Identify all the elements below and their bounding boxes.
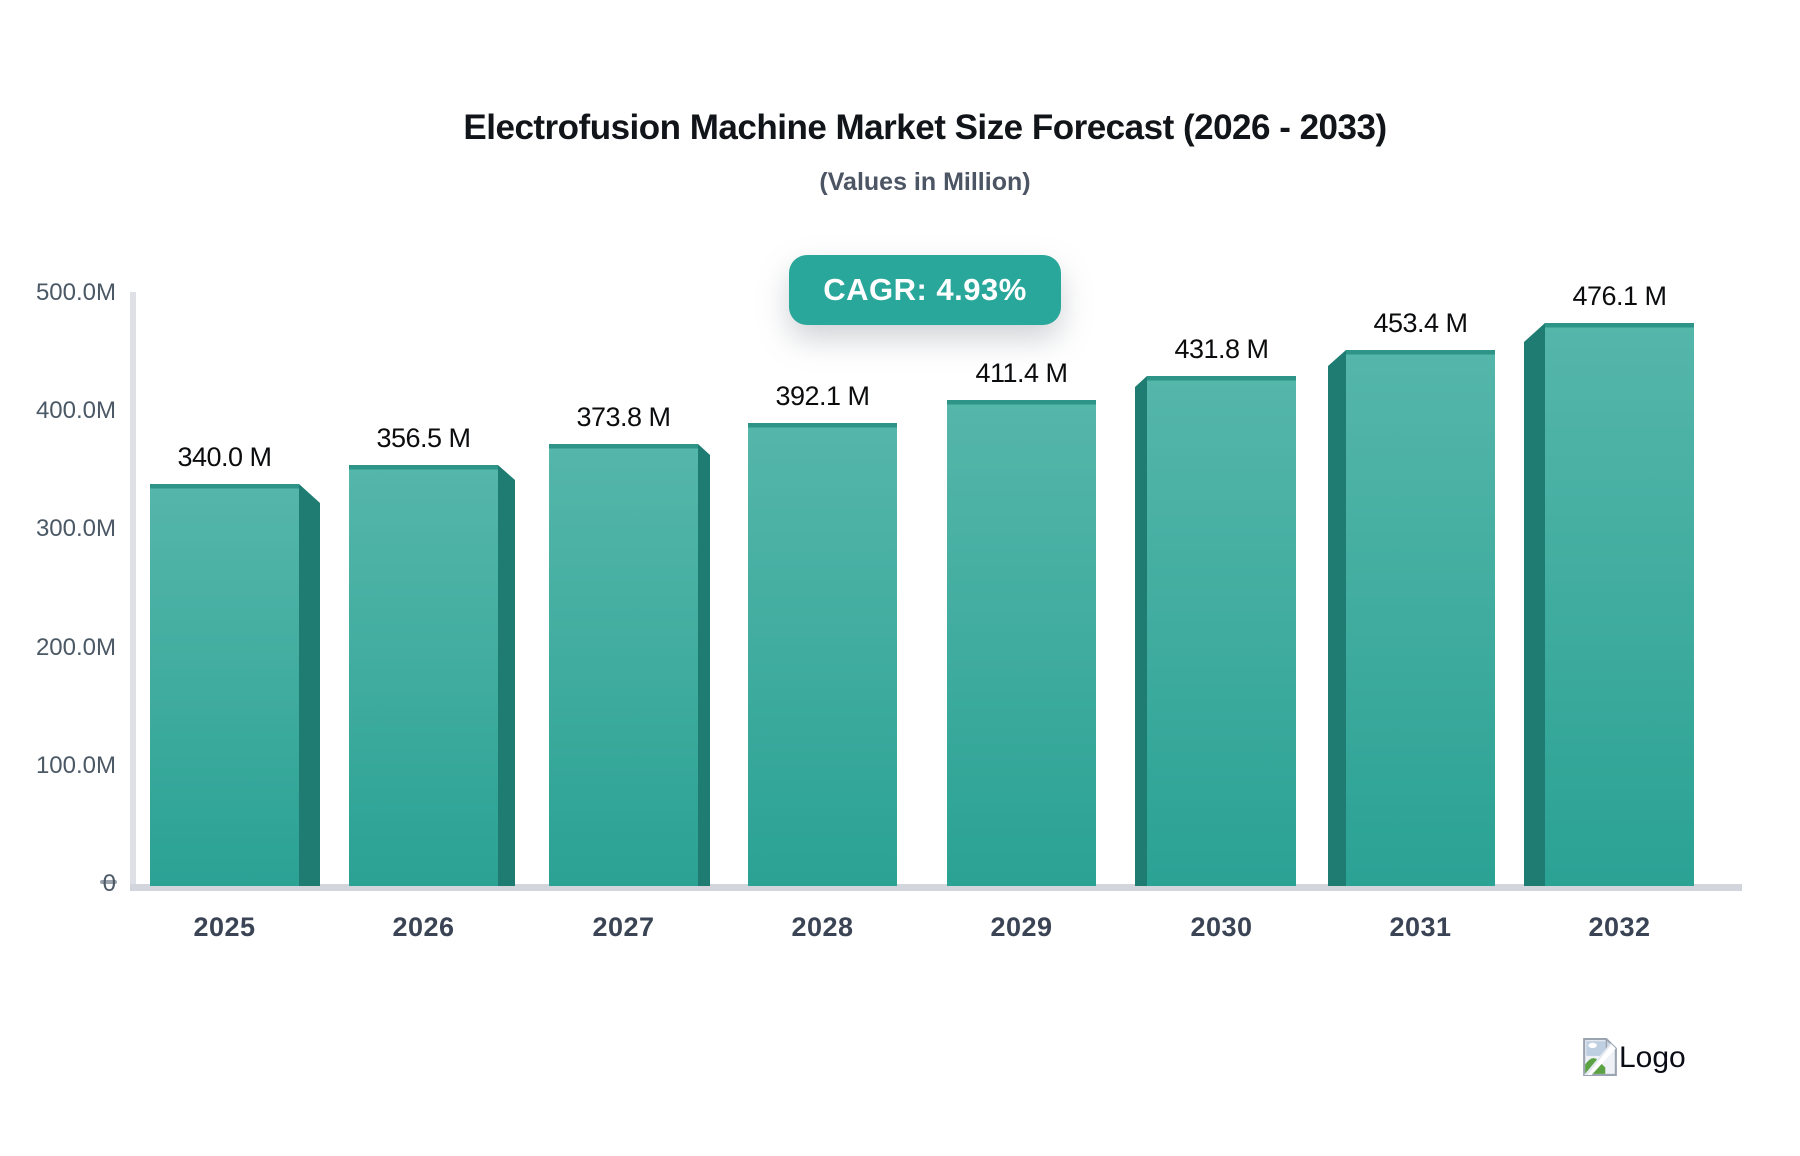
- y-axis-tick-label: 400.0M: [35, 397, 116, 424]
- bar-value-label: 340.0 M: [177, 442, 272, 472]
- cagr-badge: CAGR: 4.93%: [789, 255, 1061, 325]
- chart-title: Electrofusion Machine Market Size Foreca…: [463, 108, 1387, 147]
- broken-image-icon: [1583, 1038, 1617, 1076]
- bar-2032-side-face: [1524, 323, 1545, 886]
- x-axis-tick-label: 2025: [193, 912, 256, 942]
- y-axis-tick-label: 0: [102, 870, 116, 897]
- bar-2028: [748, 423, 897, 886]
- x-axis-tick-label: 2026: [392, 912, 455, 942]
- chart-subtitle: (Values in Million): [819, 168, 1031, 196]
- x-axis-tick-label: 2031: [1389, 912, 1452, 942]
- x-axis-tick-label: 2029: [990, 912, 1053, 942]
- bar-2027-side-face: [698, 444, 710, 886]
- cagr-badge-wrap: CAGR: 4.93%: [130, 255, 1720, 325]
- x-axis-baseline: [130, 884, 1742, 891]
- bar-2029: [947, 400, 1096, 886]
- logo-alt-text: Logo: [1619, 1041, 1686, 1074]
- x-axis-tick-label: 2032: [1588, 912, 1651, 942]
- zero-tick-mark: [100, 880, 117, 884]
- logo-watermark: Logo: [1583, 1038, 1686, 1078]
- bar-value-label: 431.8 M: [1174, 334, 1269, 364]
- bar-value-label: 453.4 M: [1373, 308, 1468, 338]
- x-axis-tick-label: 2027: [592, 912, 655, 942]
- bar-value-label: 476.1 M: [1572, 281, 1667, 311]
- bar-2027: [549, 444, 698, 886]
- bar-2031-side-face: [1328, 350, 1346, 886]
- bar-2025-side-face: [299, 484, 320, 886]
- bar-value-label: 373.8 M: [576, 402, 671, 432]
- bar-2030: [1147, 376, 1296, 886]
- y-axis-tick-label: 100.0M: [35, 752, 116, 779]
- bar-value-label: 411.4 M: [975, 358, 1068, 388]
- bar-2031: [1346, 350, 1495, 886]
- y-axis-line: [130, 292, 136, 891]
- bar-2032: [1545, 323, 1694, 886]
- y-axis-tick-label: 500.0M: [35, 279, 116, 306]
- bar-value-label: 356.5 M: [376, 423, 471, 453]
- bar-value-label: 392.1 M: [775, 381, 870, 411]
- bar-2025: [150, 484, 299, 886]
- x-axis-tick-label: 2030: [1190, 912, 1253, 942]
- x-axis-tick-label: 2028: [791, 912, 854, 942]
- y-axis-tick-label: 200.0M: [35, 634, 116, 661]
- bar-2026: [349, 465, 498, 886]
- bar-2030-side-face: [1135, 376, 1147, 886]
- bar-2026-side-face: [498, 465, 515, 886]
- y-axis-tick-label: 300.0M: [35, 515, 116, 542]
